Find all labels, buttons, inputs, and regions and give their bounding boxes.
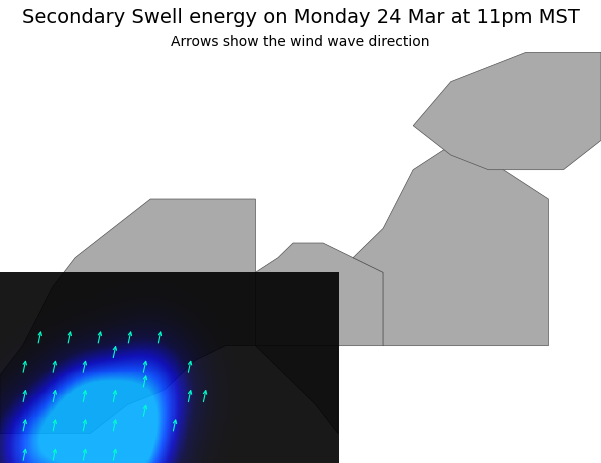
Polygon shape (353, 141, 549, 346)
Polygon shape (413, 53, 601, 170)
Text: Secondary Swell energy on Monday 24 Mar at 11pm MST: Secondary Swell energy on Monday 24 Mar … (22, 7, 579, 26)
Polygon shape (0, 200, 338, 434)
Text: Arrows show the wind wave direction: Arrows show the wind wave direction (171, 35, 430, 49)
Polygon shape (255, 244, 383, 346)
